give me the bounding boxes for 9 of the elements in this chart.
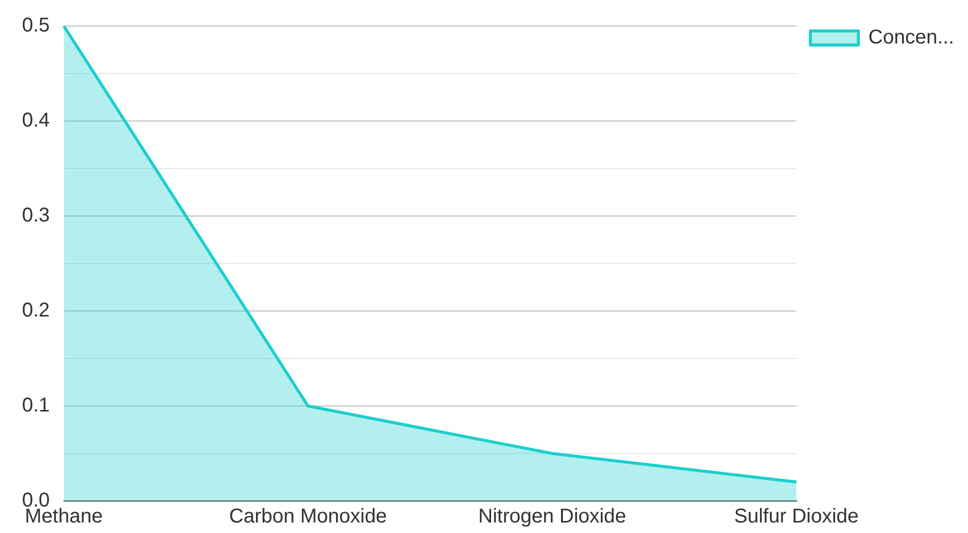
y-tick-label: 0.4 (22, 110, 50, 132)
y-tick-label: 0.5 (22, 14, 50, 37)
y-tick-label: 0.2 (22, 300, 50, 322)
legend-label: Concen... (868, 26, 954, 49)
x-tick-label: Nitrogen Dioxide (478, 506, 626, 528)
y-tick-label: 0.3 (22, 204, 50, 227)
x-tick-label: Sulfur Dioxide (734, 506, 859, 528)
y-tick-label: 0.1 (22, 394, 50, 417)
x-tick-label: Carbon Monoxide (229, 506, 387, 528)
